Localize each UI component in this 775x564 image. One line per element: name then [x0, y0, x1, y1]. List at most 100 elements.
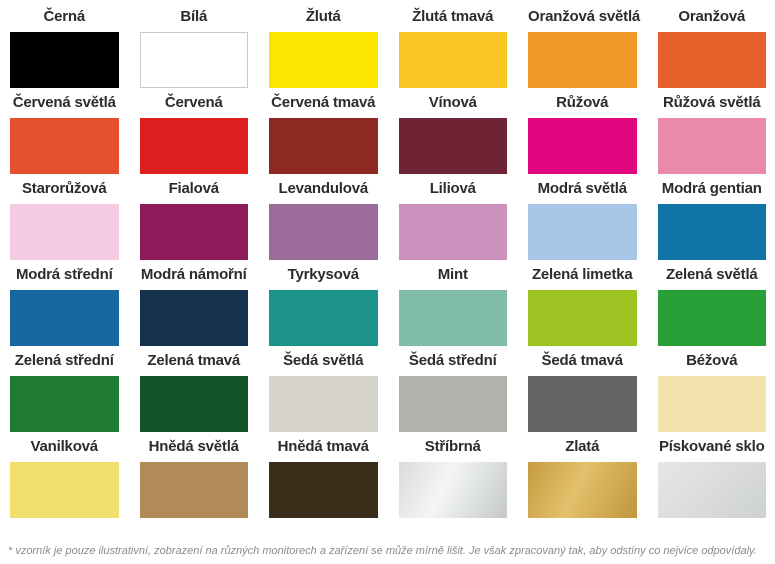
swatch-label: Zelená střední — [14, 352, 114, 369]
swatch-label: Šedá světlá — [283, 352, 364, 369]
color-swatch-cell: Černá — [10, 6, 119, 88]
color-swatch-cell: Oranžová — [657, 6, 766, 88]
swatch-label: Šedá tmavá — [541, 352, 624, 369]
color-swatch — [139, 204, 248, 260]
color-swatch-cell: Levandulová — [269, 178, 378, 260]
color-swatch-cell: Fialová — [139, 178, 248, 260]
color-swatch-cell: Mint — [398, 264, 507, 346]
swatch-label: Šedá střední — [408, 352, 497, 369]
swatch-label: Zelená tmavá — [147, 352, 241, 369]
color-swatch — [139, 118, 248, 174]
color-swatch-cell: Pískované sklo — [657, 436, 766, 518]
color-swatch-cell: Liliová — [398, 178, 507, 260]
color-swatch — [398, 290, 507, 346]
swatch-label: Zlatá — [565, 438, 600, 455]
disclaimer-note: * vzorník je pouze ilustrativní, zobraze… — [8, 545, 757, 557]
color-swatch — [398, 204, 507, 260]
swatch-label: Mint — [437, 266, 468, 283]
color-swatch-cell: Zelená tmavá — [139, 350, 248, 432]
color-swatch — [657, 462, 766, 518]
color-swatch — [528, 376, 637, 432]
swatch-label: Žlutá tmavá — [412, 8, 494, 25]
color-swatch — [528, 290, 637, 346]
color-swatch — [528, 32, 637, 88]
color-swatch-cell: Hnědá světlá — [139, 436, 248, 518]
color-swatch — [139, 376, 248, 432]
color-swatch-cell: Starorůžová — [10, 178, 119, 260]
color-swatch — [657, 290, 766, 346]
color-swatch — [528, 204, 637, 260]
swatch-label: Červená — [164, 94, 223, 111]
color-swatch-cell: Šedá střední — [398, 350, 507, 432]
color-swatch-cell: Zelená střední — [10, 350, 119, 432]
color-swatch-cell: Červená tmavá — [269, 92, 378, 174]
color-swatch-cell: Růžová — [528, 92, 637, 174]
swatch-label: Zelená limetka — [531, 266, 633, 283]
color-swatch — [10, 376, 119, 432]
swatch-label: Žlutá — [305, 8, 341, 25]
color-swatch-cell: Modrá námořní — [139, 264, 248, 346]
swatch-label: Starorůžová — [22, 180, 107, 197]
color-swatch-grid: Černá Bílá Žlutá Žlutá tmavá Oranžová světlá… — [10, 6, 766, 518]
color-swatch — [398, 462, 507, 518]
swatch-label: Modrá námořní — [140, 266, 247, 283]
swatch-label: Oranžová světlá — [528, 8, 641, 25]
color-swatch-cell: Zelená světlá — [657, 264, 766, 346]
color-swatch — [269, 462, 378, 518]
color-swatch-cell: Žlutá tmavá — [398, 6, 507, 88]
color-swatch-cell: Šedá tmavá — [528, 350, 637, 432]
color-swatch-cell: Červená světlá — [10, 92, 119, 174]
color-swatch — [657, 204, 766, 260]
color-swatch — [657, 32, 766, 88]
swatch-label: Černá — [43, 8, 86, 25]
color-swatch — [657, 376, 766, 432]
color-swatch-cell: Stříbrná — [398, 436, 507, 518]
color-swatch-cell: Hnědá tmavá — [269, 436, 378, 518]
swatch-label: Červená světlá — [12, 94, 116, 111]
color-swatch-cell: Modrá gentian — [657, 178, 766, 260]
color-swatch-cell: Tyrkysová — [269, 264, 378, 346]
color-swatch — [657, 118, 766, 174]
color-swatch — [10, 118, 119, 174]
color-swatch — [528, 462, 637, 518]
color-swatch-cell: Červená — [139, 92, 248, 174]
color-swatch — [269, 290, 378, 346]
swatch-label: Béžová — [686, 352, 738, 369]
color-swatch — [398, 32, 507, 88]
swatch-label: Hnědá tmavá — [277, 438, 369, 455]
color-swatch-cell: Zlatá — [528, 436, 637, 518]
color-swatch — [10, 290, 119, 346]
color-swatch — [10, 204, 119, 260]
color-swatch-cell: Vanilková — [10, 436, 119, 518]
swatch-label: Modrá světlá — [537, 180, 628, 197]
swatch-label: Pískované sklo — [658, 438, 765, 455]
color-swatch-cell: Oranžová světlá — [528, 6, 641, 88]
color-swatch — [10, 32, 119, 88]
color-swatch — [139, 290, 248, 346]
swatch-label: Stříbrná — [424, 438, 481, 455]
color-swatch — [10, 462, 119, 518]
color-swatch-cell: Vínová — [398, 92, 507, 174]
swatch-label: Modrá střední — [15, 266, 113, 283]
swatch-label: Zelená světlá — [665, 266, 758, 283]
color-swatch-cell: Modrá střední — [10, 264, 119, 346]
color-swatch-cell: Zelená limetka — [528, 264, 637, 346]
swatch-label: Liliová — [429, 180, 476, 197]
swatch-label: Růžová světlá — [663, 94, 761, 111]
color-swatch — [139, 462, 248, 518]
swatch-label: Růžová — [556, 94, 609, 111]
swatch-label: Vanilková — [30, 438, 99, 455]
color-swatch — [139, 32, 248, 88]
color-swatch — [269, 376, 378, 432]
swatch-label: Hnědá světlá — [148, 438, 239, 455]
color-swatch-cell: Modrá světlá — [528, 178, 637, 260]
color-swatch — [398, 376, 507, 432]
color-swatch-cell: Šedá světlá — [269, 350, 378, 432]
swatch-label: Oranžová — [678, 8, 746, 25]
swatch-label: Červená tmavá — [271, 94, 376, 111]
color-swatch — [528, 118, 637, 174]
swatch-label: Fialová — [168, 180, 219, 197]
color-swatch — [398, 118, 507, 174]
swatch-label: Modrá gentian — [661, 180, 762, 197]
